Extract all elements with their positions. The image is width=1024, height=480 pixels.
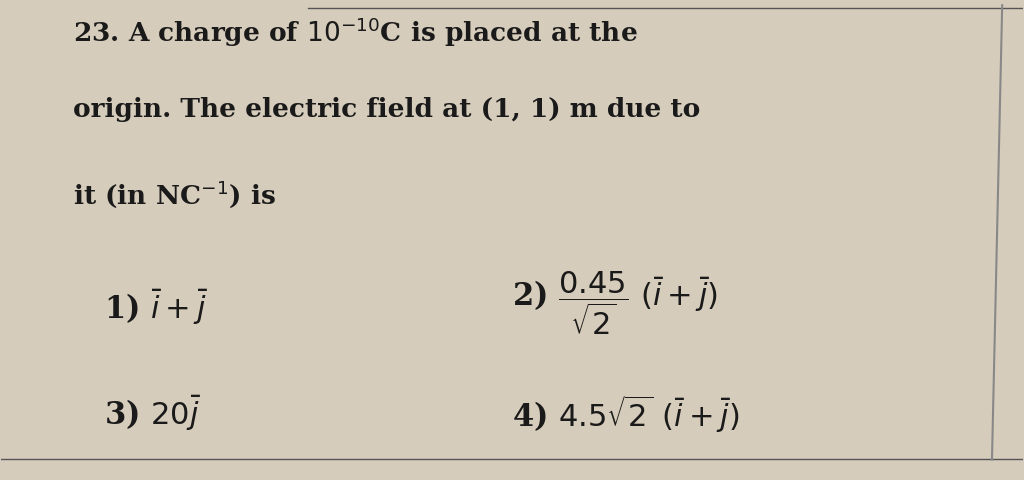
Text: it (in NC$^{-1}$) is: it (in NC$^{-1}$) is	[73, 178, 275, 210]
Text: 23. A charge of $10^{-10}$C is placed at the: 23. A charge of $10^{-10}$C is placed at…	[73, 16, 638, 49]
Text: 2) $\dfrac{0.45}{\sqrt{2}}$ $(\bar{i} + \bar{j})$: 2) $\dfrac{0.45}{\sqrt{2}}$ $(\bar{i} + …	[512, 269, 718, 336]
Text: 4) $4.5\sqrt{2}$ $(\bar{i} + \bar{j})$: 4) $4.5\sqrt{2}$ $(\bar{i} + \bar{j})$	[512, 393, 739, 434]
Text: 3) $20\bar{j}$: 3) $20\bar{j}$	[103, 393, 201, 432]
Text: origin. The electric field at (1, 1) m due to: origin. The electric field at (1, 1) m d…	[73, 97, 700, 122]
Text: 1) $\bar{i} + \bar{j}$: 1) $\bar{i} + \bar{j}$	[103, 288, 208, 327]
